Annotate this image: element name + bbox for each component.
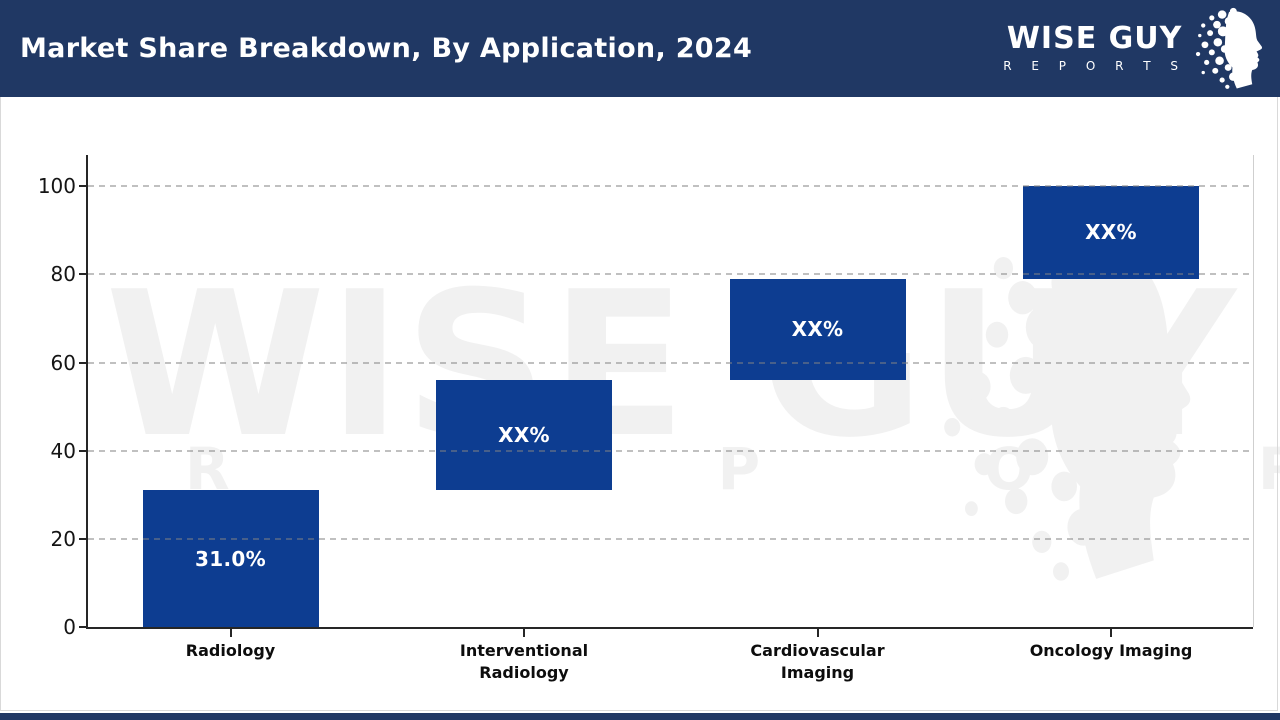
bar-oncology-imaging: XX% xyxy=(1023,186,1199,279)
brand-head-icon xyxy=(1195,7,1263,89)
x-tick-1 xyxy=(229,629,232,637)
x-label-oncology-imaging: Oncology Imaging xyxy=(1029,641,1193,660)
x-tick-4 xyxy=(1110,629,1112,637)
x-label-cardiovascular-imaging: Cardiovascular Imaging xyxy=(750,641,885,682)
brand-text: WISE GUY R E P O R T S xyxy=(1003,21,1186,74)
bar-interventional-radiology: XX% xyxy=(436,380,612,491)
y-tick-label-60: 60 xyxy=(50,350,76,375)
y-tick-label-80: 80 xyxy=(50,262,76,287)
bar-radiology: 31.0% xyxy=(142,490,319,627)
y-tick-60 xyxy=(79,361,86,364)
y-tick-label-0: 0 xyxy=(63,615,76,639)
bar-value-label: 31.0% xyxy=(195,546,266,571)
brand-wordmark: WISE GUY xyxy=(1006,21,1183,56)
right-spine xyxy=(1253,155,1254,627)
y-tick-40 xyxy=(79,449,86,452)
y-tick-label-40: 40 xyxy=(50,438,76,463)
x-tick-3 xyxy=(816,629,819,637)
y-tick-0 xyxy=(79,626,86,628)
header-bar: Market Share Breakdown, By Application, … xyxy=(0,0,1280,97)
footer-bar xyxy=(0,713,1280,720)
y-tick-80 xyxy=(79,273,86,276)
bar-value-label: XX% xyxy=(791,317,844,342)
y-tick-label-20: 20 xyxy=(50,526,76,551)
y-tick-label-100: 100 xyxy=(37,174,76,199)
x-axis-line xyxy=(86,627,1253,629)
bar-cardiovascular-imaging: XX% xyxy=(729,278,906,381)
bar-value-label: XX% xyxy=(1085,220,1137,245)
y-tick-100 xyxy=(79,185,86,188)
x-label-interventional-radiology: Interventional Radiology xyxy=(459,641,589,682)
page-title: Market Share Breakdown, By Application, … xyxy=(20,33,753,64)
watermark-wordmark: WISE GUY xyxy=(105,249,1238,482)
brand-logo: WISE GUY R E P O R T S xyxy=(1003,0,1266,97)
y-axis-line xyxy=(86,155,88,629)
bar-value-label: XX% xyxy=(498,423,550,448)
brand-subtext: R E P O R T S xyxy=(1003,59,1186,73)
x-tick-2 xyxy=(523,629,525,637)
x-label-radiology: Radiology xyxy=(185,641,276,660)
y-tick-20 xyxy=(79,537,86,540)
